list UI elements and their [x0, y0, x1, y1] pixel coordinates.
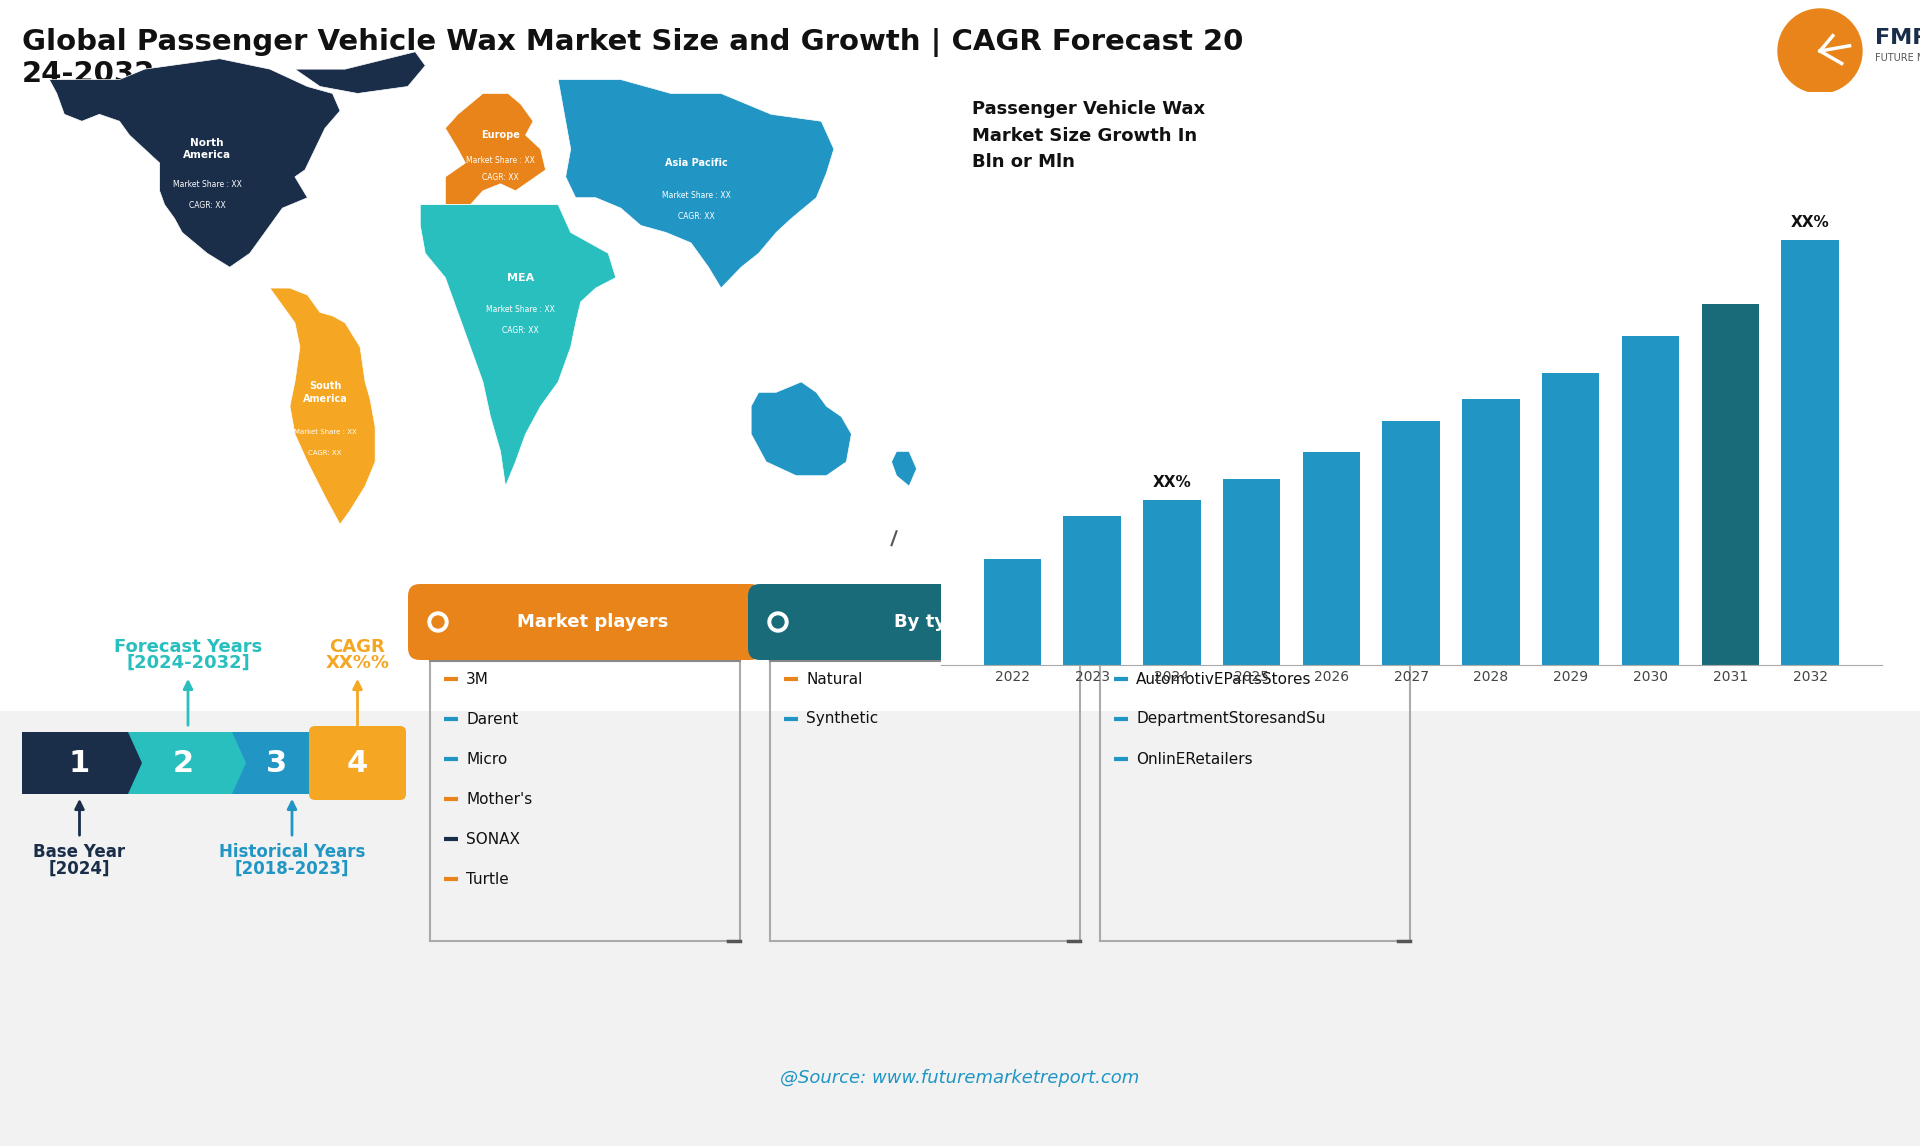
Text: CAGR: CAGR — [330, 638, 386, 656]
Text: CAGR: XX: CAGR: XX — [678, 212, 714, 220]
Text: [2024]: [2024] — [48, 860, 109, 878]
Bar — [1463, 400, 1521, 665]
Text: Passenger Vehicle Wax
Market Size Growth In
Bln or Mln: Passenger Vehicle Wax Market Size Growth… — [972, 100, 1206, 171]
Text: Market players: Market players — [516, 613, 668, 631]
Polygon shape — [50, 58, 340, 267]
Circle shape — [1098, 612, 1117, 631]
Text: XX%%: XX%% — [326, 654, 390, 672]
Text: 3M: 3M — [467, 672, 490, 686]
Bar — [1382, 421, 1440, 665]
Circle shape — [1778, 9, 1862, 93]
Text: 2: 2 — [173, 748, 194, 777]
Text: Global Passenger Vehicle Wax Market Size and Growth | CAGR Forecast 20: Global Passenger Vehicle Wax Market Size… — [21, 28, 1244, 57]
Text: Asia Pacific: Asia Pacific — [664, 158, 728, 168]
Polygon shape — [751, 382, 851, 476]
Circle shape — [772, 617, 783, 628]
Polygon shape — [296, 52, 424, 94]
Circle shape — [768, 612, 787, 631]
Polygon shape — [21, 732, 152, 794]
Text: 1: 1 — [69, 748, 90, 777]
Text: Market Share : XX: Market Share : XX — [486, 305, 555, 314]
Text: CAGR: XX: CAGR: XX — [309, 450, 342, 456]
Text: @Source: www.futuremarketreport.com: @Source: www.futuremarketreport.com — [780, 1069, 1140, 1088]
Text: FUTURE MARKET REPORT: FUTURE MARKET REPORT — [1876, 53, 1920, 63]
Text: Market Share : XX: Market Share : XX — [173, 180, 242, 189]
Text: Market Share : XX: Market Share : XX — [662, 190, 730, 199]
Polygon shape — [559, 79, 833, 288]
Polygon shape — [445, 94, 545, 205]
Text: Turtle: Turtle — [467, 871, 509, 887]
Text: Market Share : XX: Market Share : XX — [294, 429, 357, 435]
Polygon shape — [891, 452, 916, 486]
Text: 3: 3 — [267, 748, 288, 777]
Text: SONAX: SONAX — [467, 832, 520, 847]
Bar — [1701, 304, 1759, 665]
Text: [2018-2023]: [2018-2023] — [234, 860, 349, 878]
Text: South
America: South America — [303, 382, 348, 403]
Text: AutomotivEPartsStores: AutomotivEPartsStores — [1137, 672, 1311, 686]
Text: Darent: Darent — [467, 712, 518, 727]
Bar — [983, 558, 1041, 665]
FancyBboxPatch shape — [0, 711, 1920, 1146]
Polygon shape — [420, 205, 616, 486]
Circle shape — [428, 612, 447, 631]
Text: XX%: XX% — [1152, 474, 1190, 490]
Text: 4: 4 — [348, 748, 369, 777]
Text: Forecast Years: Forecast Years — [113, 638, 263, 656]
Text: Market Share : XX: Market Share : XX — [467, 156, 536, 165]
Text: Historical Years: Historical Years — [219, 843, 365, 861]
Circle shape — [432, 617, 444, 628]
Circle shape — [1102, 617, 1114, 628]
Bar — [1223, 479, 1281, 665]
Text: MEA: MEA — [507, 273, 534, 283]
Bar — [1142, 500, 1200, 665]
Bar — [1542, 372, 1599, 665]
Text: North
America: North America — [182, 138, 230, 160]
Bar — [1782, 241, 1839, 665]
FancyBboxPatch shape — [309, 727, 405, 800]
Text: Natural: Natural — [806, 672, 862, 686]
FancyBboxPatch shape — [749, 584, 1102, 660]
FancyBboxPatch shape — [407, 584, 762, 660]
Bar — [1622, 336, 1680, 665]
Bar — [1064, 516, 1121, 665]
Bar — [1302, 453, 1359, 665]
Text: CAGR: XX: CAGR: XX — [188, 202, 225, 210]
Text: XX%: XX% — [1791, 215, 1830, 230]
Text: [2024-2032]: [2024-2032] — [127, 654, 250, 672]
Polygon shape — [129, 732, 252, 794]
Text: DepartmentStoresandSu: DepartmentStoresandSu — [1137, 712, 1325, 727]
Text: By application: By application — [1190, 613, 1334, 631]
Text: Micro: Micro — [467, 752, 507, 767]
Text: OnlinERetailers: OnlinERetailers — [1137, 752, 1252, 767]
Text: Base Year: Base Year — [33, 843, 125, 861]
Text: Mother's: Mother's — [467, 792, 532, 807]
Polygon shape — [232, 732, 336, 794]
Text: CAGR: XX: CAGR: XX — [482, 173, 518, 182]
Text: FMR: FMR — [1876, 28, 1920, 48]
Text: By type: By type — [895, 613, 972, 631]
Text: 24-2032: 24-2032 — [21, 60, 156, 88]
Text: Europe: Europe — [482, 131, 520, 140]
FancyBboxPatch shape — [1077, 584, 1432, 660]
Polygon shape — [271, 288, 374, 525]
Text: Synthetic: Synthetic — [806, 712, 877, 727]
Text: CAGR: XX: CAGR: XX — [503, 327, 540, 336]
